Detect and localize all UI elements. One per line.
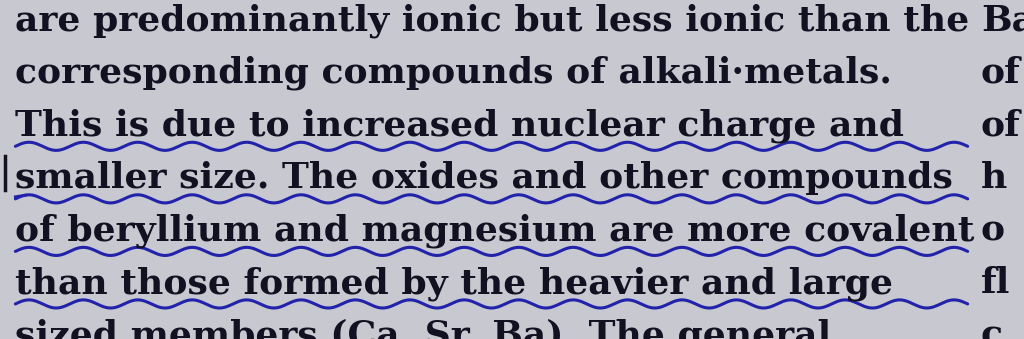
Text: of beryllium and magnesium are more covalent: of beryllium and magnesium are more cova… — [15, 214, 975, 248]
Text: corresponding compounds of alkali·metals.: corresponding compounds of alkali·metals… — [15, 56, 892, 91]
Text: h: h — [981, 161, 1008, 195]
Text: c: c — [981, 319, 1002, 339]
Text: This is due to increased nuclear charge and: This is due to increased nuclear charge … — [15, 108, 904, 143]
Text: o: o — [981, 214, 1006, 247]
Text: of: of — [981, 108, 1021, 142]
Text: are predominantly ionic but less ionic than the: are predominantly ionic but less ionic t… — [15, 3, 970, 38]
Text: fl: fl — [981, 266, 1011, 300]
Text: sized members (Ca, Sr, Ba). The general: sized members (Ca, Sr, Ba). The general — [15, 319, 831, 339]
Text: smaller size. The oxides and other compounds: smaller size. The oxides and other compo… — [15, 161, 953, 195]
Text: Ba: Ba — [981, 3, 1024, 37]
Text: of: of — [981, 56, 1021, 90]
Text: than those formed by the heavier and large: than those formed by the heavier and lar… — [15, 266, 893, 301]
